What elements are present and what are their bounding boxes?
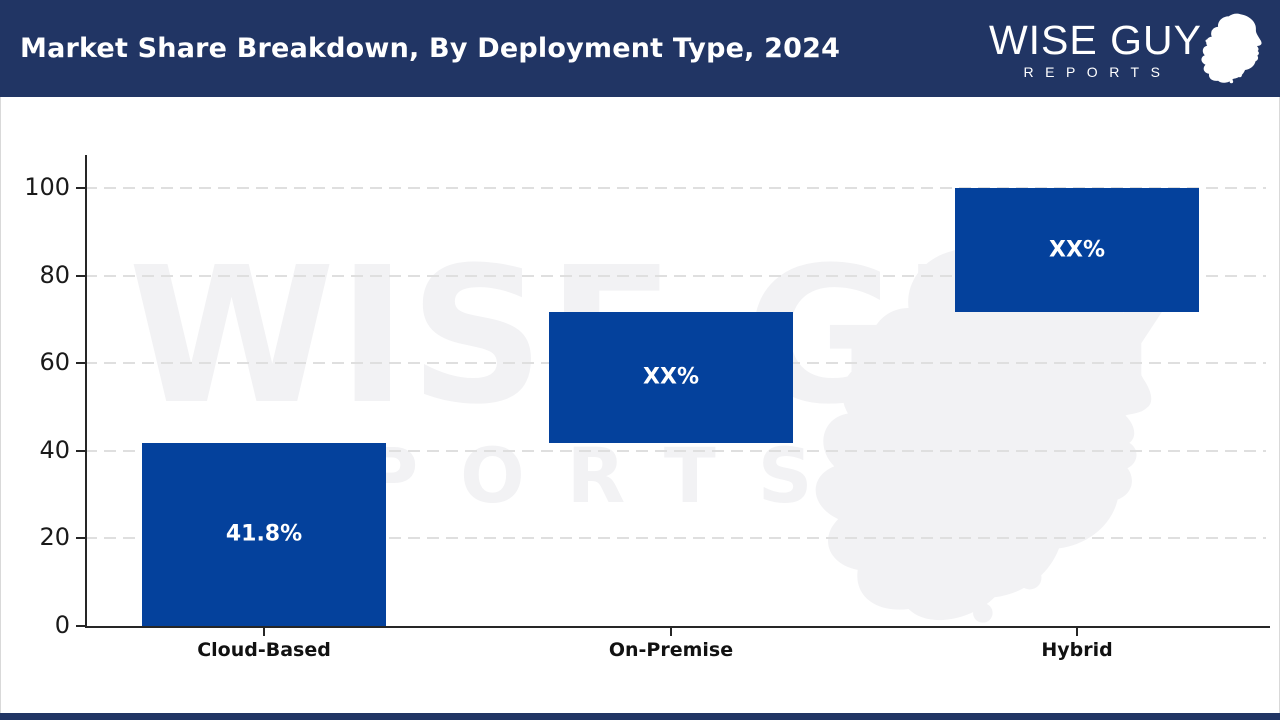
header-bar: Market Share Breakdown, By Deployment Ty… (0, 0, 1280, 97)
y-tick-label: 40 (39, 435, 70, 464)
y-gridline (85, 449, 1266, 452)
y-tick-label: 60 (39, 348, 70, 377)
y-gridline (85, 187, 1266, 189)
y-tick-mark (76, 625, 85, 627)
x-category-label: Hybrid (1041, 639, 1113, 661)
logo-subtitle: REPORTS (1023, 64, 1172, 80)
page-title: Market Share Breakdown, By Deployment Ty… (20, 33, 841, 64)
y-tick-label: 20 (39, 523, 70, 552)
y-gridline (85, 274, 1266, 277)
y-tick-mark (76, 187, 85, 189)
y-tick-label: 80 (39, 260, 70, 289)
x-category-label: Cloud-Based (197, 639, 331, 661)
y-gridline (85, 537, 1266, 540)
x-axis-line (85, 626, 1270, 628)
bar-value-label: 41.8% (225, 521, 303, 547)
x-tick-mark (670, 628, 672, 636)
y-axis-line (85, 155, 87, 628)
x-tick-mark (1076, 628, 1078, 636)
y-tick-mark (76, 362, 85, 365)
bar-value-label: XX% (1049, 237, 1105, 263)
footer-bar (0, 713, 1280, 720)
bar-value-label: XX% (643, 364, 699, 390)
x-tick-mark (263, 628, 265, 636)
x-category-label: On-Premise (608, 639, 734, 661)
y-tick-label: 100 (24, 173, 70, 201)
y-tick-mark (76, 537, 85, 540)
y-tick-mark (76, 274, 85, 277)
bar-on-premise (549, 311, 793, 443)
y-tick-mark (76, 449, 85, 452)
logo-wordmark: WISE GUY (988, 17, 1202, 63)
y-tick-label: 0 (54, 611, 70, 639)
wise-guy-reports-logo: WISE GUY REPORTS (989, 6, 1272, 94)
logo-text: WISE GUY REPORTS (988, 17, 1202, 81)
bar-hybrid (955, 188, 1199, 312)
bar-cloud-based (142, 442, 386, 626)
